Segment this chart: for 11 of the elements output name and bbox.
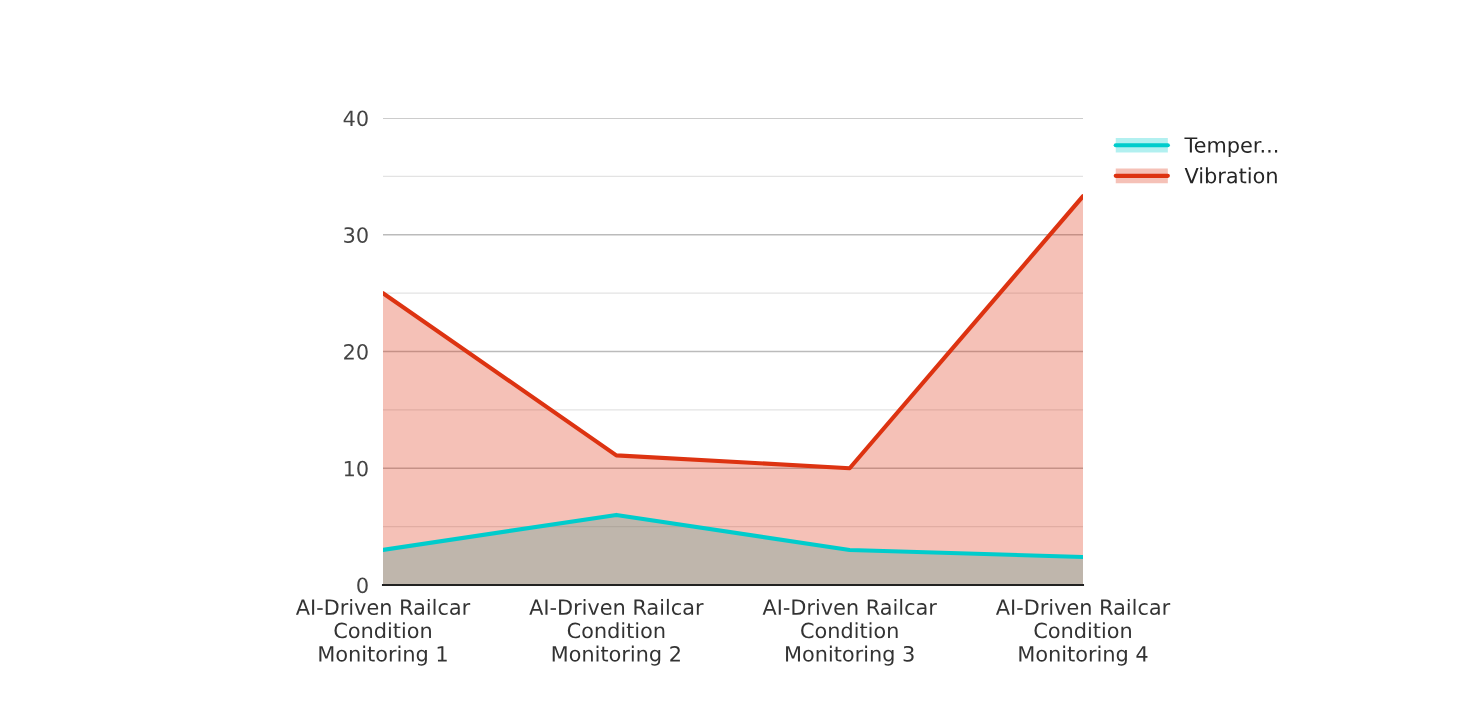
x-tick-label: AI-Driven Railcar Condition Monitoring 1 bbox=[295, 598, 471, 666]
y-tick-label: 20 bbox=[344, 343, 368, 360]
legend-label: Vibration bbox=[1184, 167, 1277, 184]
y-tick-label: 40 bbox=[343, 110, 368, 127]
legend-label: Temper... bbox=[1184, 137, 1278, 157]
x-tick-label: AI-Driven Railcar Condition Monitoring 4 bbox=[995, 598, 1171, 666]
x-tick-label: AI-Driven Railcar Condition Monitoring 2 bbox=[529, 598, 704, 666]
y-tick-label: 30 bbox=[344, 227, 368, 243]
y-tick-label: 10 bbox=[344, 460, 368, 477]
y-tick-label: 0 bbox=[357, 577, 368, 594]
x-tick-label: AI-Driven Railcar Condition Monitoring 3 bbox=[762, 598, 937, 666]
